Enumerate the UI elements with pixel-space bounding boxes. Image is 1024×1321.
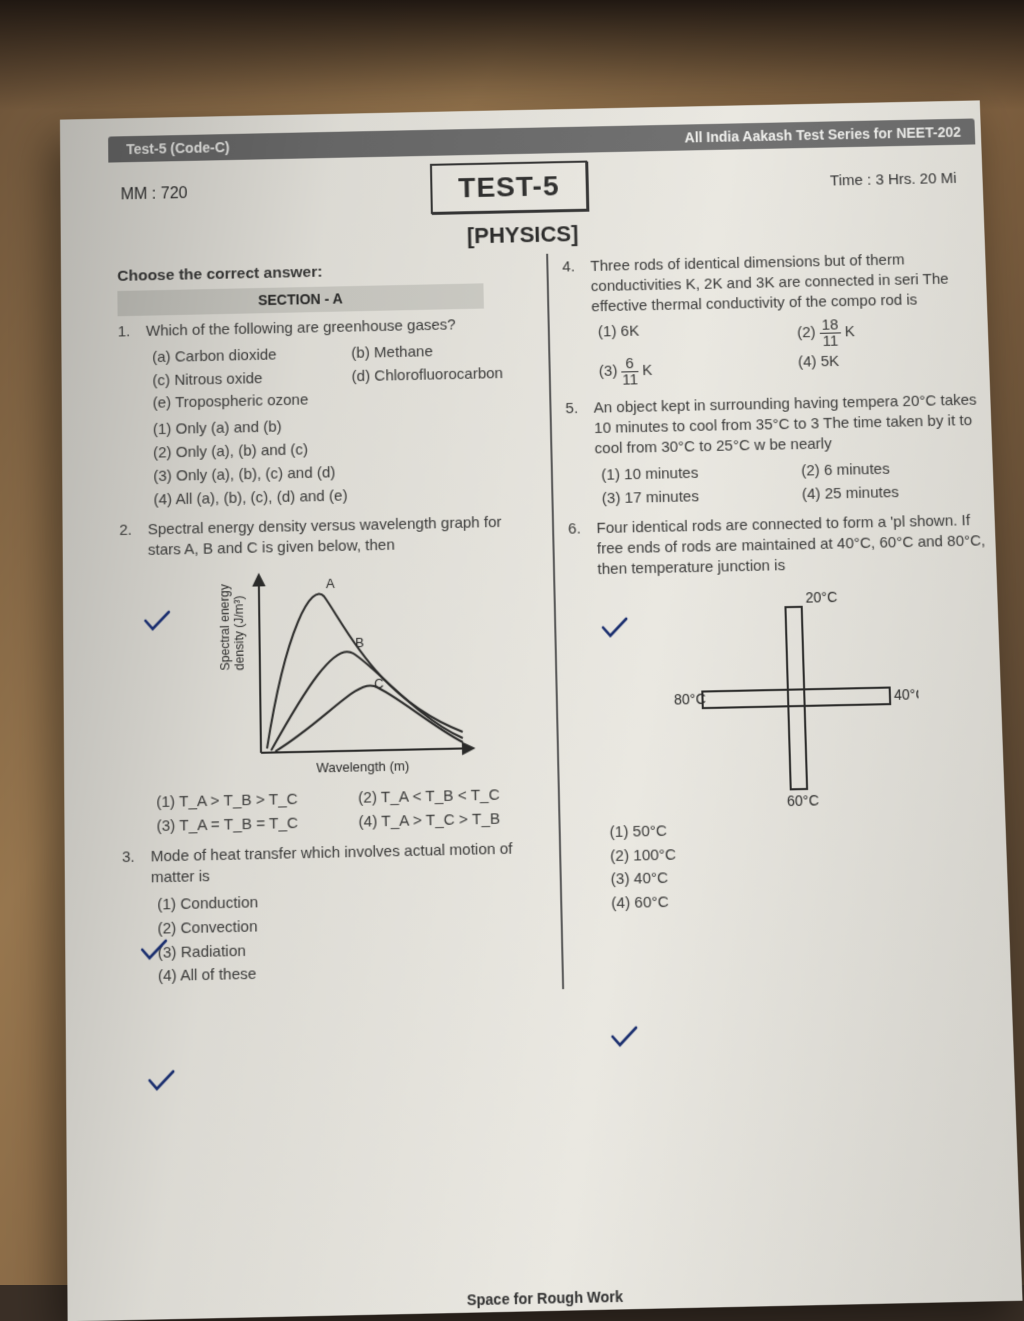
q4-opts: (1) 6K (2) 1811 K (3) 611 K (4) 5K (598, 315, 982, 389)
q6-right: 40°C (894, 685, 923, 702)
q4-opt3: (3) 611 K (599, 353, 783, 388)
q1-text: Which of the following are greenhouse ga… (146, 316, 456, 340)
q4-num: 4. (562, 257, 575, 277)
q1-opts: (1) Only (a) and (b) (2) Only (a), (b) a… (153, 412, 538, 510)
header-right: All India Aakash Test Series for NEET-20… (684, 124, 961, 146)
columns: Choose the correct answer: SECTION - A 1… (61, 245, 1011, 1001)
test-title: TEST-5 (430, 161, 588, 214)
q4-text: Three rods of identical dimensions but o… (590, 251, 949, 315)
q3-opts: (1) Conduction (2) Convection (3) Radiat… (157, 887, 548, 988)
column-divider (546, 254, 564, 990)
header-left: Test-5 (Code-C) (126, 139, 229, 157)
q1-e: (e) Tropospheric ozone (153, 390, 337, 414)
q5-text: An object kept in surrounding having tem… (594, 392, 977, 458)
q5-num: 5. (565, 399, 578, 419)
q1-d: (d) Chlorofluorocarbon (352, 363, 535, 387)
q1-subopts: (a) Carbon dioxide (b) Methane (c) Nitro… (152, 340, 535, 414)
chart-xlabel: Wavelength (m) (316, 758, 409, 776)
question-1: 1. Which of the following are greenhouse… (118, 313, 538, 510)
q6-diagram: 20°C 40°C 60°C 80°C (672, 582, 923, 815)
chart-ylabel2: density (J/m³) (231, 595, 246, 670)
pen-check-q3-opt2 (146, 1069, 177, 1093)
q1-b: (b) Methane (351, 340, 534, 364)
q5-opt2: (2) 6 minutes (801, 457, 985, 481)
q2-opts: (1) T_A > T_B > T_C (2) T_A < T_B < T_C … (156, 784, 544, 837)
q6-bottom: 60°C (787, 792, 819, 809)
q6-top: 20°C (806, 588, 838, 605)
question-6: 6. Four identical rods are connected to … (568, 511, 1000, 915)
chart-ylabel1: Spectral energy (217, 584, 232, 671)
q2-num: 2. (119, 521, 132, 542)
q2-opt4: (4) T_A > T_C > T_B (358, 808, 544, 833)
q2-opt1: (1) T_A > T_B > T_C (156, 788, 342, 813)
q5-opt1: (1) 10 minutes (601, 461, 785, 485)
q3-opt4: (4) All of these (158, 958, 548, 987)
q6-opts: (1) 50°C (2) 100°C (3) 40°C (4) 60°C (609, 814, 1000, 915)
q3-num: 3. (122, 848, 135, 869)
q4-opt1: (1) 6K (598, 319, 782, 354)
q3-text: Mode of heat transfer which involves act… (151, 841, 513, 887)
question-2: 2. Spectral energy density versus wavele… (119, 512, 544, 837)
pen-check-q6-opt1 (609, 1025, 640, 1049)
q1-opt4: (4) All (a), (b), (c), (d) and (e) (153, 482, 537, 510)
q6-opt4: (4) 60°C (611, 885, 1000, 914)
chart-label-a: A (325, 575, 334, 591)
q4-opt4: (4) 5K (798, 349, 982, 384)
q1-c: (c) Nitrous oxide (152, 367, 335, 391)
chart-label-b: B (355, 635, 364, 651)
q2-chart: A B C Spectral energy density (J/m³) Wav… (212, 562, 480, 785)
top-shadow (0, 0, 1024, 110)
q1-num: 1. (118, 322, 131, 342)
right-column: 4. Three rods of identical dimensions bu… (562, 245, 1003, 989)
chart-label-c: C (374, 675, 384, 691)
choose-instruction: Choose the correct answer: (117, 258, 533, 287)
question-4: 4. Three rods of identical dimensions bu… (562, 249, 982, 390)
q6-left: 80°C (674, 690, 706, 707)
section-a-band: SECTION - A (117, 284, 483, 316)
q6-text: Four identical rods are connected to for… (596, 512, 985, 578)
time-label: Time : 3 Hrs. 20 Mi (830, 169, 957, 189)
question-5: 5. An object kept in surrounding having … (565, 391, 986, 510)
max-marks: MM : 720 (121, 185, 188, 204)
left-column: Choose the correct answer: SECTION - A 1… (117, 254, 548, 999)
q2-text: Spectral energy density versus wavelengt… (148, 514, 502, 559)
exam-page: Test-5 (Code-C) All India Aakash Test Se… (60, 100, 1023, 1321)
q1-a: (a) Carbon dioxide (152, 344, 335, 368)
question-3: 3. Mode of heat transfer which involves … (122, 839, 548, 988)
q4-opt2: (2) 1811 K (797, 315, 981, 350)
q2-opt2: (2) T_A < T_B < T_C (358, 784, 544, 809)
q6-num: 6. (568, 519, 581, 540)
q2-opt3: (3) T_A = T_B = T_C (156, 812, 342, 837)
q5-opt4: (4) 25 minutes (802, 480, 986, 504)
q5-opt3: (3) 17 minutes (602, 485, 786, 509)
q5-opts: (1) 10 minutes (2) 6 minutes (3) 17 minu… (601, 457, 986, 509)
